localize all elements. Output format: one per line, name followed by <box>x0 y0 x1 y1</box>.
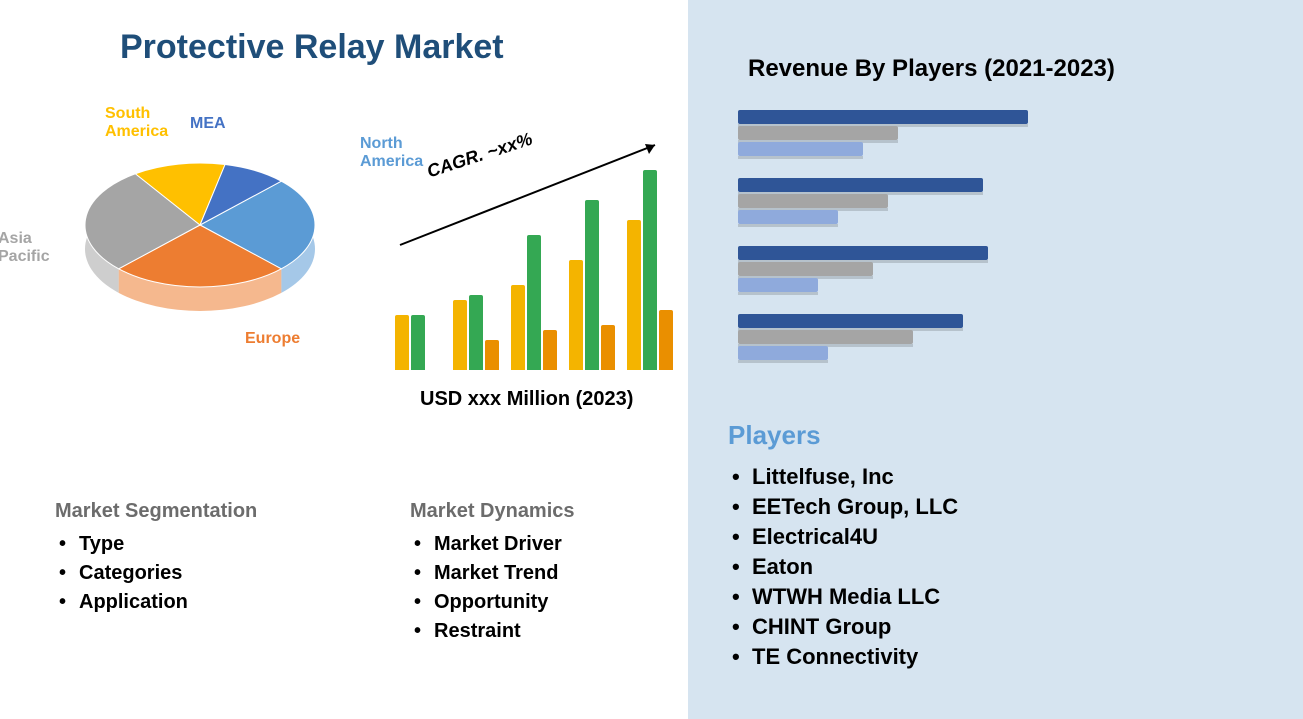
revenue-group <box>738 314 1068 360</box>
bar-group <box>511 235 557 370</box>
pie-label: Europe <box>245 330 300 348</box>
bar <box>527 235 541 370</box>
segmentation-list: Type Categories Application <box>55 533 257 614</box>
revenue-bar <box>738 110 1028 124</box>
bar <box>601 325 615 370</box>
bar-group <box>395 315 425 370</box>
dynamics-title: Market Dynamics <box>410 500 575 523</box>
bar <box>585 200 599 370</box>
pie-chart: North AmericaEuropeAsia PacificSouth Ame… <box>70 150 370 350</box>
left-panel: Protective Relay Market North AmericaEur… <box>0 0 688 719</box>
bar-group <box>453 295 499 370</box>
bar <box>627 220 641 370</box>
dynamics-list: Market Driver Market Trend Opportunity Rest… <box>410 533 575 643</box>
revenue-bar <box>738 314 963 328</box>
bar-groups <box>395 140 675 370</box>
revenue-title: Revenue By Players (2021-2023) <box>748 55 1115 83</box>
player-item: TE Connectivity <box>728 644 958 670</box>
pie-svg <box>70 150 330 330</box>
usd-label: USD xxx Million (2023) <box>420 388 633 411</box>
players-list: Littelfuse, Inc EETech Group, LLC Electric… <box>728 460 958 674</box>
bar-group <box>627 170 673 370</box>
revenue-group <box>738 178 1068 224</box>
right-panel: Revenue By Players (2021-2023) Players L… <box>688 0 1303 719</box>
bar <box>543 330 557 370</box>
bar <box>659 310 673 370</box>
revenue-bar <box>738 278 818 292</box>
bar <box>395 315 409 370</box>
list-item: Type <box>55 533 257 556</box>
revenue-bars <box>738 110 1068 382</box>
revenue-bar <box>738 210 838 224</box>
revenue-bar <box>738 262 873 276</box>
pie-label: Asia Pacific <box>0 230 78 266</box>
bar <box>511 285 525 370</box>
list-item: Market Trend <box>410 562 575 585</box>
revenue-bar <box>738 194 888 208</box>
player-item: Electrical4U <box>728 524 958 550</box>
list-item: Opportunity <box>410 591 575 614</box>
bar <box>485 340 499 370</box>
bar <box>569 260 583 370</box>
revenue-bar <box>738 346 828 360</box>
players-title: Players <box>728 420 821 451</box>
list-item: Market Driver <box>410 533 575 556</box>
revenue-bar <box>738 142 863 156</box>
bar-group <box>569 200 615 370</box>
revenue-bar <box>738 126 898 140</box>
list-item: Categories <box>55 562 257 585</box>
dynamics-block: Market Dynamics Market Driver Market Tren… <box>410 500 575 649</box>
bar <box>643 170 657 370</box>
list-item: Restraint <box>410 620 575 643</box>
revenue-bar <box>738 246 988 260</box>
pie-label: MEA <box>190 115 226 133</box>
bar <box>453 300 467 370</box>
segmentation-block: Market Segmentation Type Categories Applic… <box>55 500 257 620</box>
revenue-bar <box>738 178 983 192</box>
player-item: EETech Group, LLC <box>728 494 958 520</box>
segmentation-title: Market Segmentation <box>55 500 257 523</box>
player-item: WTWH Media LLC <box>728 584 958 610</box>
revenue-bar <box>738 330 913 344</box>
list-item: Application <box>55 591 257 614</box>
player-item: Littelfuse, Inc <box>728 464 958 490</box>
pie-label: South America <box>105 105 185 141</box>
revenue-group <box>738 110 1068 156</box>
player-item: Eaton <box>728 554 958 580</box>
bar <box>469 295 483 370</box>
page-title: Protective Relay Market <box>120 28 504 67</box>
player-item: CHINT Group <box>728 614 958 640</box>
bar <box>411 315 425 370</box>
revenue-group <box>738 246 1068 292</box>
bar-chart: CAGR. ~xx% <box>395 140 675 370</box>
